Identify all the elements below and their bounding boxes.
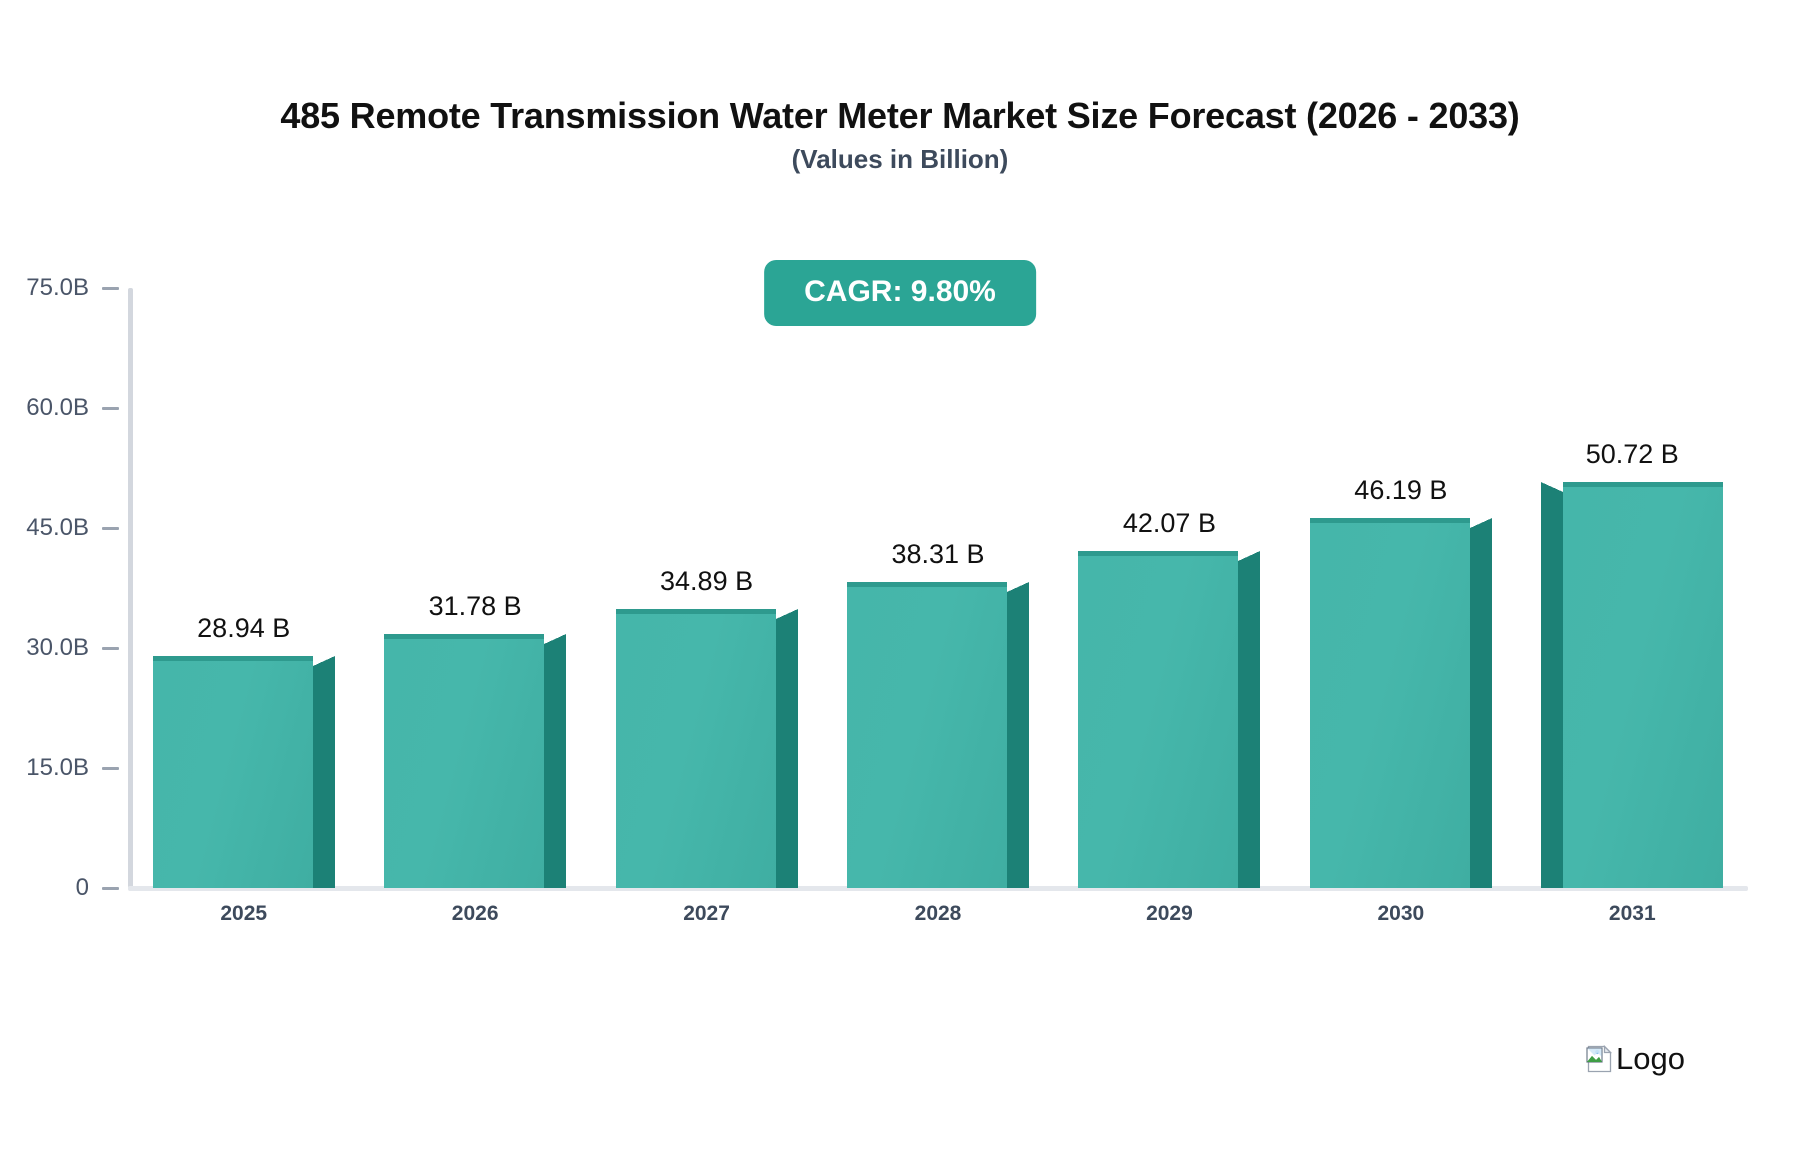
bar-group[interactable]: 50.72 B bbox=[1541, 439, 1724, 888]
bar-side-face bbox=[312, 665, 335, 888]
x-axis-label: 2027 bbox=[683, 902, 730, 925]
bar[interactable] bbox=[1078, 551, 1261, 888]
y-axis-tick-mark bbox=[102, 886, 119, 890]
bar-group[interactable]: 46.19 B bbox=[1309, 475, 1492, 888]
bar[interactable] bbox=[847, 581, 1029, 888]
chart-subtitle: (Values in Billion) bbox=[791, 144, 1009, 174]
bar-top-corner bbox=[1007, 581, 1029, 592]
bar[interactable] bbox=[384, 633, 567, 888]
bar-front-face bbox=[152, 656, 313, 888]
x-axis-line bbox=[128, 886, 1748, 891]
bar-front-face bbox=[1563, 482, 1724, 888]
bar-top-corner bbox=[1238, 551, 1261, 562]
y-axis-tick-mark bbox=[102, 286, 119, 290]
bar-top-bevel bbox=[1563, 482, 1724, 488]
bar-top-corner bbox=[1541, 482, 1564, 493]
bar-top-corner bbox=[544, 633, 567, 644]
y-axis-tick: 15.0B bbox=[26, 754, 128, 782]
bar-side-face bbox=[1469, 527, 1492, 888]
bar-group[interactable]: 34.89 B bbox=[615, 566, 798, 888]
bar-value-label: 31.78 B bbox=[428, 590, 522, 621]
plot-area: 75.0B 60.0B 45.0B 30.0B 15.0B 0 28.94 B 31.78 … bbox=[26, 274, 1748, 925]
bar-value-label: 38.31 B bbox=[891, 538, 985, 569]
bar-group[interactable]: 31.78 B bbox=[384, 591, 567, 888]
x-axis-label: 2028 bbox=[914, 902, 962, 925]
bar-value-label: 42.07 B bbox=[1122, 508, 1216, 539]
bar-side-face bbox=[775, 617, 798, 888]
bar-group[interactable]: 28.94 B bbox=[152, 613, 335, 888]
bar[interactable] bbox=[152, 656, 335, 888]
bar-top-bevel bbox=[152, 656, 313, 662]
chart-title: 485 Remote Transmission Water Meter Mark… bbox=[280, 95, 1520, 136]
bar-top-corner bbox=[1469, 518, 1492, 529]
bar-top-bevel bbox=[1309, 518, 1470, 524]
bar-top-bevel bbox=[384, 633, 545, 639]
bar-side-face bbox=[1541, 491, 1564, 888]
y-axis-tick-mark bbox=[102, 646, 119, 650]
bar[interactable] bbox=[1309, 518, 1492, 888]
y-axis-tick: 45.0B bbox=[26, 514, 128, 542]
y-axis-tick: 75.0B bbox=[26, 274, 128, 302]
bar[interactable] bbox=[615, 608, 798, 888]
y-axis-tick: 60.0B bbox=[26, 394, 128, 422]
bar-group[interactable]: 42.07 B bbox=[1078, 508, 1261, 888]
bar-top-bevel bbox=[847, 581, 1007, 587]
y-axis-tick-label: 0 bbox=[75, 874, 89, 901]
y-axis-tick-label: 45.0B bbox=[26, 514, 89, 541]
bar-value-label: 50.72 B bbox=[1585, 439, 1679, 470]
broken-image-icon bbox=[1585, 1044, 1615, 1074]
y-axis-tick-mark bbox=[102, 406, 119, 410]
bar-value-label: 28.94 B bbox=[197, 613, 291, 644]
y-axis-tick-label: 60.0B bbox=[26, 394, 89, 421]
bar-top-bevel bbox=[615, 608, 776, 614]
y-axis-line bbox=[128, 288, 133, 888]
bar-value-label: 46.19 B bbox=[1354, 475, 1448, 506]
bar-top-corner bbox=[312, 656, 335, 667]
logo-alt-text: Logo bbox=[1616, 1041, 1685, 1076]
bar-group[interactable]: 38.31 B bbox=[847, 539, 1029, 888]
bar-top-bevel bbox=[1078, 551, 1239, 557]
y-axis-tick-mark bbox=[102, 526, 119, 530]
x-axis-label: 2026 bbox=[451, 902, 499, 925]
x-axis-label: 2030 bbox=[1377, 902, 1425, 925]
bar-front-face bbox=[847, 581, 1007, 888]
bar-side-face bbox=[1007, 590, 1029, 888]
x-axis-label: 2031 bbox=[1608, 902, 1656, 925]
bar-series: 28.94 B 31.78 B 34.89 B 38.31 B 42.07 B 46.19… bbox=[128, 288, 1748, 888]
logo-block: Logo bbox=[1585, 1043, 1685, 1074]
x-axis-label: 2029 bbox=[1146, 902, 1193, 925]
cagr-badge: CAGR: 9.80% bbox=[764, 260, 1036, 326]
bar-top-corner bbox=[775, 608, 798, 619]
y-axis-tick-label: 75.0B bbox=[26, 274, 89, 301]
bar-front-face bbox=[1309, 518, 1470, 888]
y-axis-tick-label: 30.0B bbox=[26, 634, 89, 661]
y-axis-tick-mark bbox=[102, 766, 119, 770]
x-axis-label: 2025 bbox=[220, 902, 268, 925]
bar-front-face bbox=[615, 608, 776, 888]
bar-front-face bbox=[1078, 551, 1239, 888]
bar-side-face bbox=[1238, 560, 1261, 888]
y-axis-tick: 30.0B bbox=[26, 634, 128, 662]
bar[interactable] bbox=[1541, 482, 1724, 888]
y-axis-tick: 0 bbox=[76, 874, 128, 902]
bar-front-face bbox=[384, 633, 545, 888]
y-axis-tick-label: 15.0B bbox=[26, 754, 89, 781]
bar-value-label: 34.89 B bbox=[660, 565, 754, 596]
bar-side-face bbox=[544, 642, 567, 888]
